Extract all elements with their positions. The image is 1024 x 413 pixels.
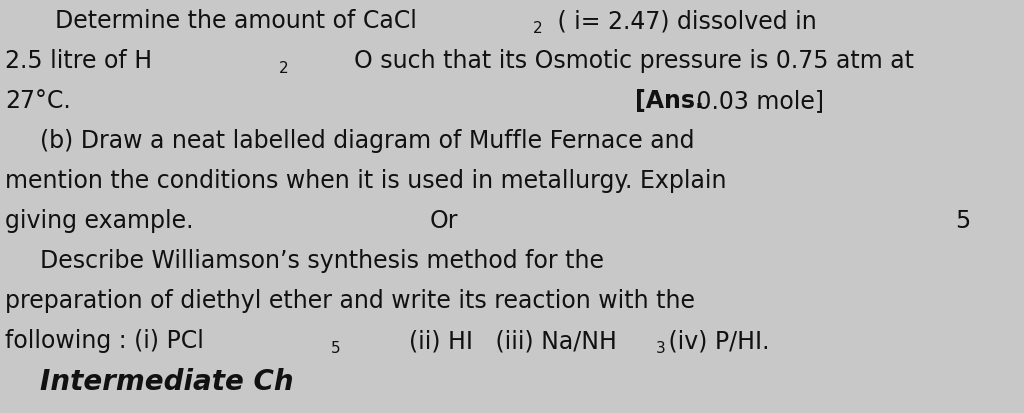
Text: 2.5 litre of H: 2.5 litre of H — [5, 49, 153, 73]
Text: Intermediate Ch: Intermediate Ch — [40, 368, 294, 396]
Text: giving example.: giving example. — [5, 209, 194, 233]
Text: 3: 3 — [656, 341, 666, 356]
Text: [Ans.: [Ans. — [635, 89, 703, 113]
Text: (iv) P/HI.: (iv) P/HI. — [646, 329, 770, 353]
Text: 5: 5 — [955, 209, 971, 233]
Text: 27°C.: 27°C. — [5, 89, 71, 113]
Text: Determine the amount of CaCl: Determine the amount of CaCl — [55, 9, 417, 33]
Text: Describe Williamson’s synthesis method for the: Describe Williamson’s synthesis method f… — [40, 249, 604, 273]
Text: O such that its Osmotic pressure is 0.75 atm at: O such that its Osmotic pressure is 0.75… — [354, 49, 913, 73]
Text: ( i= 2.47) dissolved in: ( i= 2.47) dissolved in — [550, 9, 817, 33]
Text: (b) Draw a neat labelled diagram of Muffle Fernace and: (b) Draw a neat labelled diagram of Muff… — [40, 129, 694, 153]
Text: 2: 2 — [279, 61, 289, 76]
Text: Or: Or — [430, 209, 459, 233]
Text: mention the conditions when it is used in metallurgy. Explain: mention the conditions when it is used i… — [5, 169, 726, 193]
Text: preparation of diethyl ether and write its reaction with the: preparation of diethyl ether and write i… — [5, 289, 695, 313]
Text: (ii) HI   (iii) Na/NH: (ii) HI (iii) Na/NH — [394, 329, 616, 353]
Text: 2: 2 — [532, 21, 542, 36]
Text: following : (i) PCl: following : (i) PCl — [5, 329, 204, 353]
Text: 5: 5 — [331, 341, 340, 356]
Text: 0.03 mole]: 0.03 mole] — [689, 89, 824, 113]
